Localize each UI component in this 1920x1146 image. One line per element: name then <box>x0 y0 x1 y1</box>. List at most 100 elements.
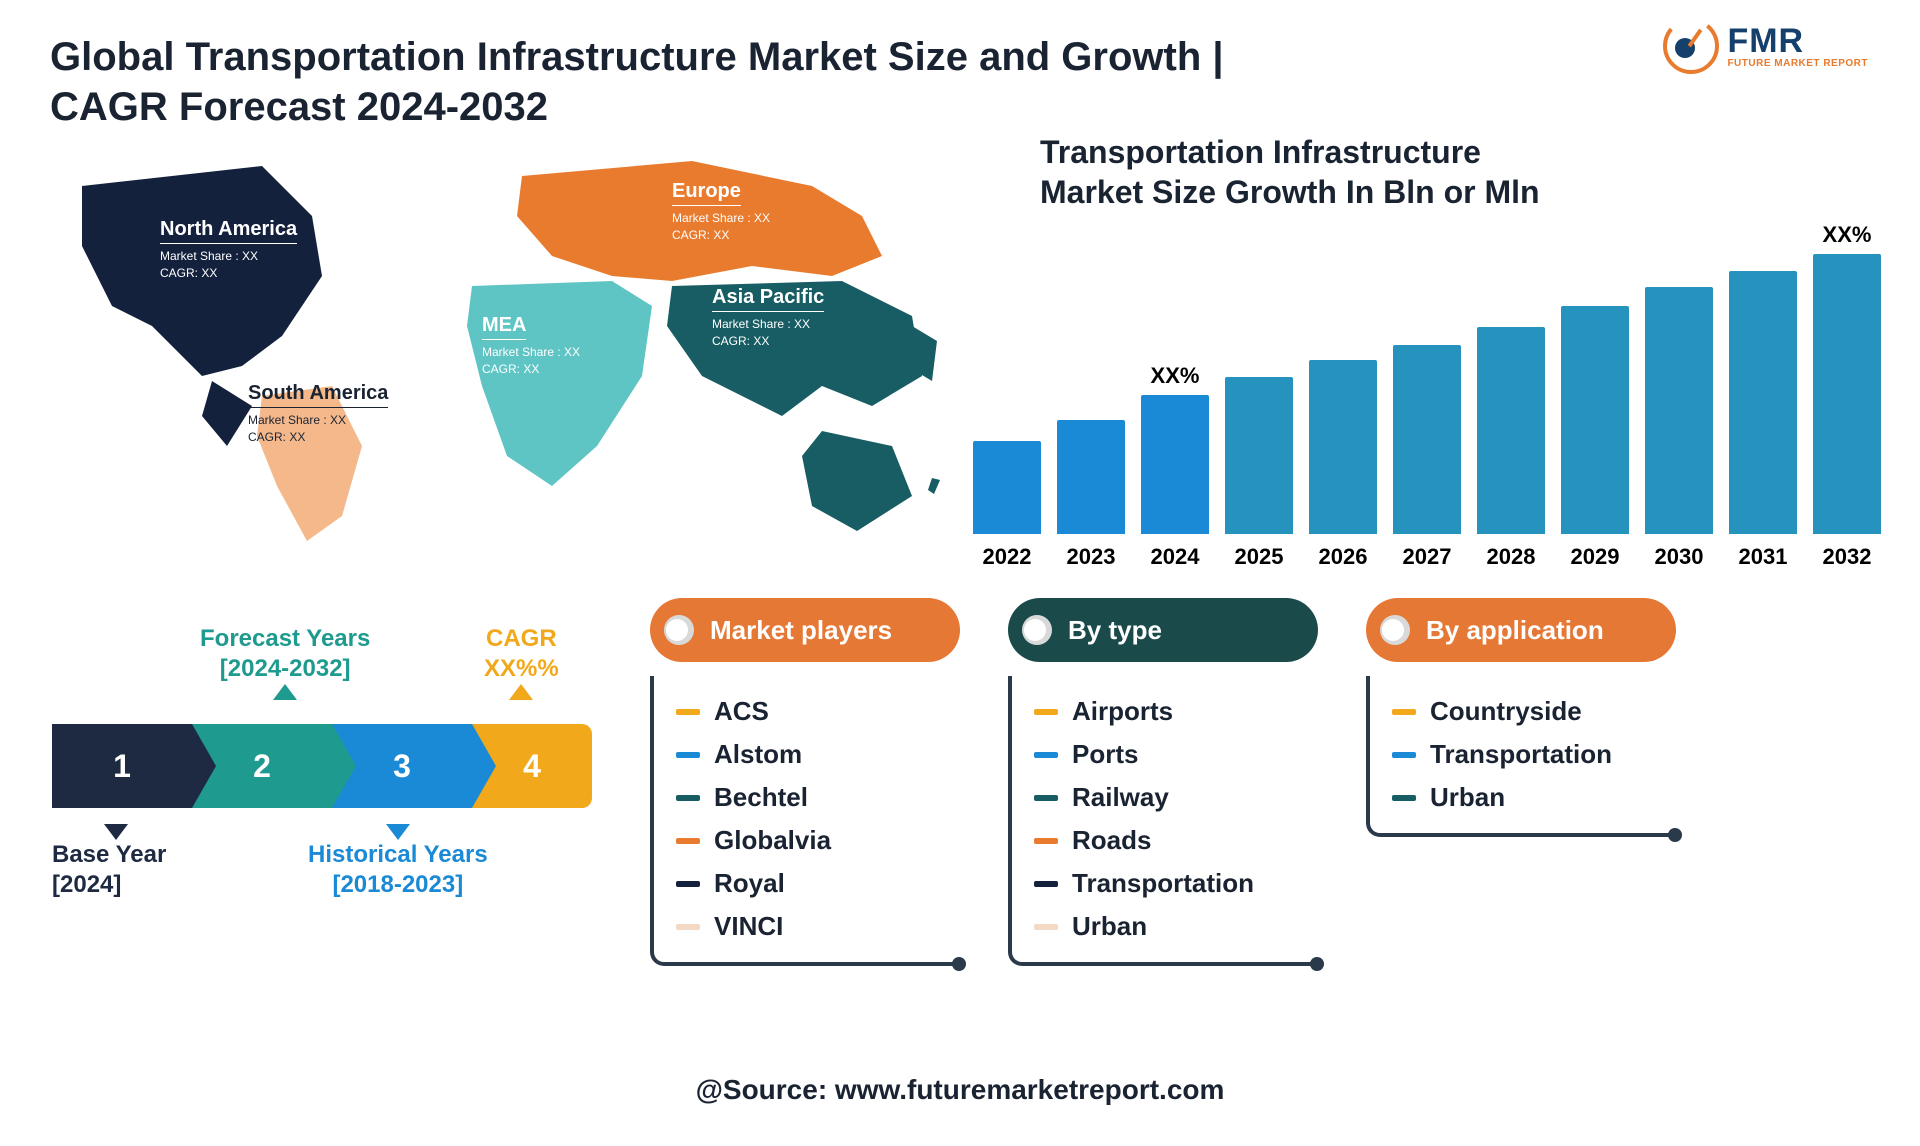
timeline-chevrons: 1 2 3 4 <box>52 724 592 808</box>
logo-abbr: FMR <box>1727 24 1868 58</box>
region-europe: Europe Market Share : XX CAGR: XX <box>672 180 770 244</box>
list-item: Urban <box>1034 905 1318 948</box>
bar-rect <box>1729 271 1797 534</box>
bar-label: 2023 <box>1067 544 1116 570</box>
bar-2032: XX%2032 <box>1812 254 1882 570</box>
list-item-label: Countryside <box>1430 696 1582 727</box>
list-item: Globalvia <box>676 819 960 862</box>
bar-rect <box>1561 306 1629 534</box>
tick-icon <box>1034 752 1058 758</box>
caption-base-year: Base Year [2024] <box>52 820 166 900</box>
timeline-step-1: 1 <box>52 724 192 808</box>
tick-icon <box>1034 795 1058 801</box>
list-by-application: Countryside Transportation Urban <box>1392 690 1676 819</box>
caption-cagr: CAGR XX%% <box>484 624 559 704</box>
source-attribution: @Source: www.futuremarketreport.com <box>696 1074 1225 1106</box>
region-north-america: North America Market Share : XX CAGR: XX <box>160 218 297 282</box>
bar-rect <box>1225 377 1293 534</box>
list-item-label: Globalvia <box>714 825 831 856</box>
list-item: Transportation <box>1392 733 1676 776</box>
list-item: Countryside <box>1392 690 1676 733</box>
bar-2026: 2026 <box>1308 360 1378 570</box>
brand-logo: FMR FUTURE MARKET REPORT <box>1663 18 1868 74</box>
logo-tagline: FUTURE MARKET REPORT <box>1727 58 1868 69</box>
bar-rect <box>1309 360 1377 534</box>
list-item: Royal <box>676 862 960 905</box>
list-item-label: VINCI <box>714 911 783 942</box>
tick-icon <box>1034 924 1058 930</box>
list-item: Bechtel <box>676 776 960 819</box>
bar-label: 2024 <box>1151 544 1200 570</box>
list-item: ACS <box>676 690 960 733</box>
bar-label: 2026 <box>1319 544 1368 570</box>
pill-dot-icon <box>664 615 694 645</box>
bar-rect: XX% <box>1813 254 1881 534</box>
list-market-players: ACS Alstom Bechtel Globalvia Royal VINCI <box>676 690 960 948</box>
list-item: Railway <box>1034 776 1318 819</box>
bar-annotation: XX% <box>1823 222 1872 248</box>
bar-2023: 2023 <box>1056 420 1126 570</box>
list-item-label: Urban <box>1072 911 1147 942</box>
list-item-label: Bechtel <box>714 782 808 813</box>
bar-rect: XX% <box>1141 395 1209 534</box>
page-title: Global Transportation Infrastructure Mar… <box>50 32 1330 132</box>
list-item-label: Royal <box>714 868 785 899</box>
bar-2025: 2025 <box>1224 377 1294 570</box>
bar-label: 2022 <box>983 544 1032 570</box>
list-item-label: Transportation <box>1072 868 1254 899</box>
tick-icon <box>1392 752 1416 758</box>
bar-rect <box>1477 327 1545 534</box>
barchart: 2022 2023 XX% 2024 2025 2026 2027 2028 2029 2030 2… <box>972 260 1882 570</box>
bar-2028: 2028 <box>1476 327 1546 570</box>
bar-rect <box>1057 420 1125 534</box>
pill-by-application: By application <box>1366 598 1676 662</box>
list-item: Ports <box>1034 733 1318 776</box>
list-item-label: ACS <box>714 696 769 727</box>
tick-icon <box>676 881 700 887</box>
bar-2022: 2022 <box>972 441 1042 570</box>
tick-icon <box>676 838 700 844</box>
list-item-label: Ports <box>1072 739 1138 770</box>
tick-icon <box>1034 838 1058 844</box>
tick-icon <box>676 709 700 715</box>
list-item: Urban <box>1392 776 1676 819</box>
list-item: Airports <box>1034 690 1318 733</box>
tick-icon <box>1034 709 1058 715</box>
bar-2027: 2027 <box>1392 345 1462 570</box>
logo-icon <box>1663 18 1719 74</box>
barchart-title: Transportation Infrastructure Market Siz… <box>1040 132 1560 212</box>
bar-label: 2029 <box>1571 544 1620 570</box>
bar-2024: XX% 2024 <box>1140 395 1210 570</box>
list-item: VINCI <box>676 905 960 948</box>
list-item-label: Airports <box>1072 696 1173 727</box>
list-item: Alstom <box>676 733 960 776</box>
bar-rect <box>1645 287 1713 534</box>
tick-icon <box>1392 709 1416 715</box>
bar-rect <box>1393 345 1461 534</box>
pill-dot-icon <box>1380 615 1410 645</box>
bar-rect <box>973 441 1041 534</box>
list-item: Roads <box>1034 819 1318 862</box>
list-item-label: Urban <box>1430 782 1505 813</box>
region-mea: MEA Market Share : XX CAGR: XX <box>482 314 580 378</box>
tick-icon <box>676 924 700 930</box>
world-map: North America Market Share : XX CAGR: XX… <box>52 146 942 546</box>
pill-dot-icon <box>1022 615 1052 645</box>
caption-forecast: Forecast Years [2024-2032] <box>200 624 370 704</box>
bar-2030: 2030 <box>1644 287 1714 570</box>
section-market-players: Market players ACS Alstom Bechtel Globalvia… <box>650 598 960 966</box>
region-south-america: South America Market Share : XX CAGR: XX <box>248 382 388 446</box>
list-by-type: Airports Ports RailwayRoads Transportation U… <box>1034 690 1318 948</box>
pill-market-players: Market players <box>650 598 960 662</box>
bar-label: 2030 <box>1655 544 1704 570</box>
bar-label: 2028 <box>1487 544 1536 570</box>
tick-icon <box>1392 795 1416 801</box>
section-by-application: By application Countryside Transportation… <box>1366 598 1676 837</box>
caption-historical: Historical Years [2018-2023] <box>308 820 488 900</box>
bar-label: 2031 <box>1739 544 1788 570</box>
list-item-label: Alstom <box>714 739 802 770</box>
bar-annotation: XX% <box>1151 363 1200 389</box>
pill-by-type: By type <box>1008 598 1318 662</box>
tick-icon <box>1034 881 1058 887</box>
bar-label: 2027 <box>1403 544 1452 570</box>
